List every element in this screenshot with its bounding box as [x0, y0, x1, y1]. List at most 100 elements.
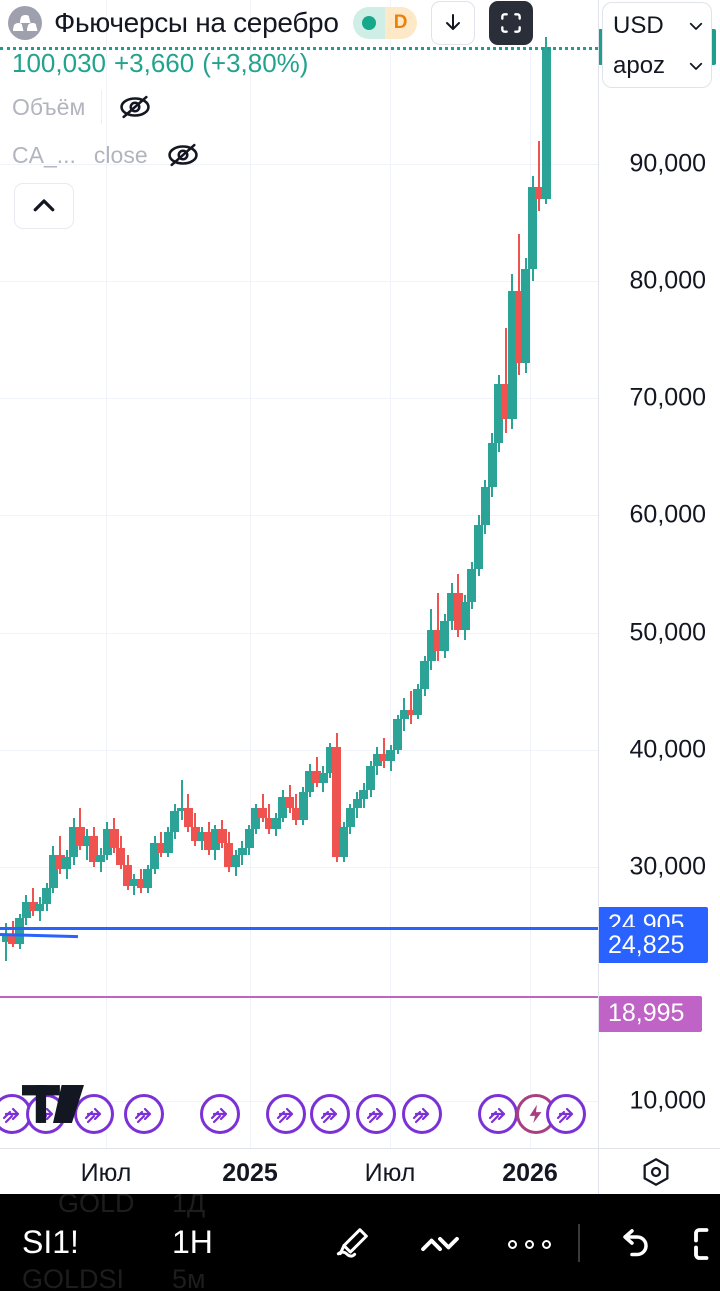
pen-draw-icon: [336, 1228, 368, 1258]
tradingview-logo: [22, 1082, 84, 1126]
unit-selector-card: USD apoz: [602, 2, 712, 88]
gridline-vertical: [530, 0, 531, 1148]
indicators-chevrons-icon: [421, 1236, 459, 1252]
silver-bars-icon: [8, 6, 42, 40]
event-arrow-icon: [412, 1107, 430, 1124]
picker-interval-selected[interactable]: 1Н: [172, 1224, 213, 1260]
status-badge[interactable]: D: [352, 7, 417, 39]
eye-off-icon[interactable]: [118, 90, 152, 124]
interval-badge: D: [384, 7, 417, 39]
time-axis-tick: 2026: [502, 1159, 558, 1187]
event-arrow-marker[interactable]: [356, 1094, 396, 1134]
chevron-down-icon: [689, 22, 703, 30]
picker-symbol-below[interactable]: GOLDSI: [22, 1264, 125, 1291]
price-axis-tick: 70,000: [629, 383, 706, 412]
gridline-horizontal: [0, 866, 598, 868]
event-arrow-icon: [488, 1107, 506, 1124]
event-arrow-marker[interactable]: [200, 1094, 240, 1134]
legend-row-title: CA_...: [12, 141, 76, 168]
picker-symbol-above[interactable]: GOLD: [58, 1194, 135, 1218]
event-arrow-icon: [134, 1107, 152, 1124]
event-arrow-icon: [320, 1107, 338, 1124]
price-axis-tick: 60,000: [629, 500, 706, 529]
event-flash-icon: [529, 1104, 542, 1124]
download-button[interactable]: [430, 1, 475, 45]
fullscreen-icon: [500, 13, 521, 33]
fullscreen-toolbar-button[interactable]: [686, 1220, 720, 1268]
price-axis-tick: 30,000: [629, 852, 706, 881]
price-change: +3,660: [113, 48, 195, 78]
event-arrow-icon: [556, 1107, 574, 1124]
undo-button[interactable]: [608, 1220, 656, 1268]
event-arrow-marker[interactable]: [546, 1094, 586, 1134]
chevron-down-icon: [689, 62, 703, 70]
time-axis-tick: 2025: [222, 1159, 278, 1187]
gridline-vertical: [390, 0, 391, 1148]
event-arrow-marker[interactable]: [74, 1094, 114, 1134]
time-axis[interactable]: Июл 2025 Июл 2026: [0, 1148, 720, 1195]
symbol-header-row: Фьючерсы на серебро D: [8, 1, 533, 45]
event-arrow-marker[interactable]: [266, 1094, 306, 1134]
gridline-vertical: [250, 0, 251, 1148]
legend-row-title: Объём: [12, 93, 86, 120]
draw-tool-button[interactable]: [328, 1220, 376, 1268]
gridline-horizontal: [0, 749, 598, 751]
chevron-up-icon: [33, 199, 55, 212]
time-axis-tick: Июл: [80, 1159, 132, 1187]
fullscreen-button[interactable]: [488, 1, 533, 45]
picker-interval-below[interactable]: 5м: [172, 1264, 206, 1291]
price-line[interactable]: [0, 995, 598, 998]
gridline-horizontal: [0, 632, 598, 634]
event-arrow-marker[interactable]: [124, 1094, 164, 1134]
price-axis-tick: 50,000: [629, 618, 706, 647]
gridline-horizontal: [0, 515, 598, 517]
time-axis-separator: [598, 1149, 599, 1195]
unit-value: apoz: [613, 52, 666, 79]
eye-off-icon[interactable]: [166, 138, 200, 172]
fullscreen-bracket-icon: [694, 1228, 709, 1260]
time-axis-tick: Июл: [364, 1159, 416, 1187]
event-arrow-icon: [84, 1107, 102, 1124]
market-open-dot: [352, 7, 385, 39]
price-axis-tick: 40,000: [629, 735, 706, 764]
legend-row-value: close: [93, 141, 148, 168]
current-price-line: [0, 46, 598, 50]
price-line-tag[interactable]: 18,995: [598, 995, 702, 1032]
indicators-button[interactable]: [416, 1220, 464, 1268]
more-options-button[interactable]: [505, 1220, 553, 1268]
legend-row-volume[interactable]: Объём: [12, 90, 152, 124]
chart-settings-button[interactable]: [634, 1152, 678, 1192]
event-arrow-marker[interactable]: [478, 1094, 518, 1134]
event-arrow-icon: [210, 1107, 228, 1124]
chart-canvas[interactable]: [0, 0, 598, 1148]
event-markers-row[interactable]: [0, 1090, 598, 1140]
gridline-horizontal: [0, 281, 598, 283]
chart-legend: Фьючерсы на серебро D 100,030 +3,660 (+3,8…: [0, 0, 600, 178]
picker-symbol-selected[interactable]: SI1!: [22, 1224, 79, 1260]
unit-select[interactable]: apoz: [613, 48, 705, 84]
event-arrow-icon: [2, 1107, 20, 1124]
event-arrow-marker[interactable]: [310, 1094, 350, 1134]
quote-row: 100,030 +3,660 (+3,80%): [12, 48, 308, 79]
legend-divider: [101, 90, 103, 124]
event-arrow-marker[interactable]: [402, 1094, 442, 1134]
event-arrow-icon: [366, 1107, 384, 1124]
currency-value: USD: [613, 12, 664, 39]
price-axis-tick: 90,000: [629, 149, 706, 178]
undo-arrow-icon: [623, 1229, 648, 1257]
gridline-vertical: [106, 0, 107, 1148]
picker-interval-above[interactable]: 1Д: [172, 1194, 206, 1218]
price-line-tag[interactable]: 24,825: [598, 927, 708, 964]
symbol-name[interactable]: Фьючерсы на серебро: [54, 7, 339, 38]
legend-row-indicator[interactable]: CA_... close: [12, 138, 200, 172]
currency-select[interactable]: USD: [613, 8, 705, 44]
last-price: 100,030: [12, 48, 106, 78]
price-axis[interactable]: 90,000 80,000 70,000 60,000 50,000 40,000 30,0…: [598, 0, 720, 1148]
price-axis-separator: [598, 0, 599, 1148]
price-line[interactable]: [0, 927, 598, 931]
download-arrow-icon: [445, 14, 460, 30]
more-dots-icon: [507, 1239, 551, 1249]
collapse-legend-button[interactable]: [14, 183, 74, 229]
gridline-horizontal: [0, 398, 598, 400]
